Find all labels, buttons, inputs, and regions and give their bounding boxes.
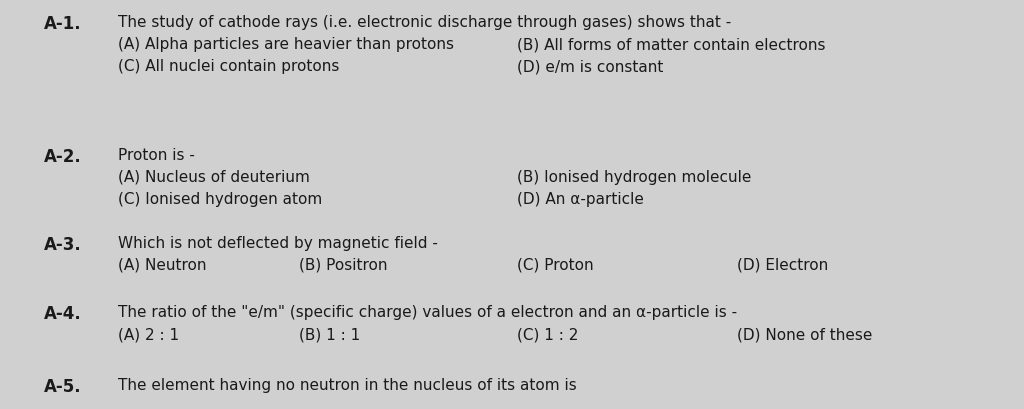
Text: A-3.: A-3. [44,236,82,254]
Text: (C) Proton: (C) Proton [517,258,594,273]
Text: (B) Positron: (B) Positron [299,258,387,273]
Text: The ratio of the "e/m" (specific charge) values of a electron and an α-particle : The ratio of the "e/m" (specific charge)… [118,305,737,320]
Text: A-5.: A-5. [44,378,82,396]
Text: (A) Alpha particles are heavier than protons: (A) Alpha particles are heavier than pro… [118,37,454,52]
Text: A-1.: A-1. [44,15,82,33]
Text: (D) e/m is constant: (D) e/m is constant [517,59,664,74]
Text: (C) 1 : 2: (C) 1 : 2 [517,327,579,342]
Text: (B) 1 : 1: (B) 1 : 1 [299,327,360,342]
Text: (B) Ionised hydrogen molecule: (B) Ionised hydrogen molecule [517,170,752,185]
Text: The study of cathode rays (i.e. electronic discharge through gases) shows that -: The study of cathode rays (i.e. electron… [118,15,731,30]
Text: Proton is -: Proton is - [118,148,195,163]
Text: (C) All nuclei contain protons: (C) All nuclei contain protons [118,59,339,74]
Text: (B) All forms of matter contain electrons: (B) All forms of matter contain electron… [517,37,825,52]
Text: A-4.: A-4. [44,305,82,323]
Text: (D) Electron: (D) Electron [737,258,828,273]
Text: (A) Nucleus of deuterium: (A) Nucleus of deuterium [118,170,309,185]
Text: The element having no neutron in the nucleus of its atom is: The element having no neutron in the nuc… [118,378,577,393]
Text: (D) None of these: (D) None of these [737,327,872,342]
Text: A-2.: A-2. [44,148,82,166]
Text: (A) 2 : 1: (A) 2 : 1 [118,327,179,342]
Text: (C) Ionised hydrogen atom: (C) Ionised hydrogen atom [118,192,322,207]
Text: (A) Neutron: (A) Neutron [118,258,206,273]
Text: Which is not deflected by magnetic field -: Which is not deflected by magnetic field… [118,236,437,251]
Text: (D) An α-particle: (D) An α-particle [517,192,644,207]
